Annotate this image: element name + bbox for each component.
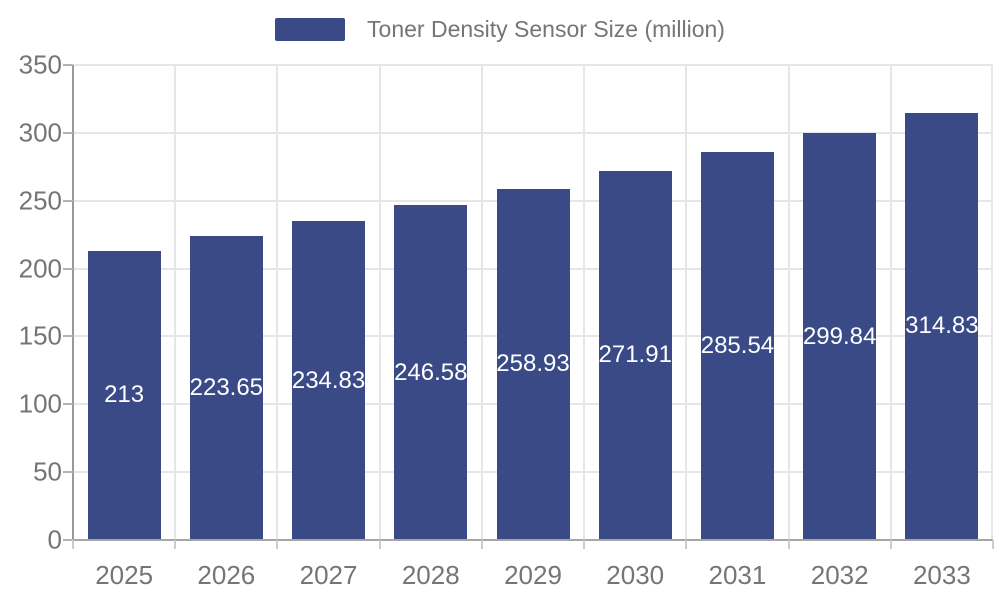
bar-2026[interactable]: [189, 236, 263, 540]
y-tick-mark: [63, 471, 73, 474]
bar-2030[interactable]: [598, 170, 672, 540]
y-tick-label: 250: [18, 185, 62, 216]
y-axis-line: [72, 65, 74, 549]
bar-value-label: 314.83: [905, 312, 979, 340]
y-tick-mark: [63, 267, 73, 270]
y-tick-label: 300: [18, 117, 62, 148]
bar-2033[interactable]: [905, 112, 979, 540]
y-tick-label: 150: [18, 320, 62, 351]
legend-swatch: [275, 18, 346, 41]
x-tick-mark: [685, 540, 687, 549]
y-tick-label: 350: [18, 49, 62, 80]
v-gridline: [685, 65, 687, 540]
x-tick-mark: [890, 540, 892, 549]
v-gridline: [788, 65, 790, 540]
x-tick-mark: [992, 540, 994, 549]
y-tick-mark: [63, 199, 73, 202]
plot-area: 213 223.65 234.83 246.58 258.93 271.91 285.54 2…: [73, 64, 993, 540]
bar-2028[interactable]: [394, 205, 468, 540]
x-tick-label: 2031: [708, 560, 767, 590]
x-tick-mark: [72, 540, 74, 549]
y-tick-mark: [63, 131, 73, 134]
y-tick-label: 200: [18, 253, 62, 284]
bar-2032[interactable]: [803, 133, 877, 540]
bar-2025[interactable]: [87, 250, 161, 540]
v-gridline: [583, 65, 585, 540]
x-tick-mark: [583, 540, 585, 549]
bar-value-label: 285.54: [700, 332, 775, 360]
x-tick-label: 2027: [299, 560, 358, 590]
x-tick-label: 2030: [606, 560, 665, 590]
bar-value-label: 258.93: [496, 350, 570, 378]
x-tick-mark: [788, 540, 790, 549]
v-gridline: [890, 65, 892, 540]
h-gridline: [73, 64, 993, 66]
x-axis-line: [73, 539, 993, 541]
y-tick-label: 50: [33, 456, 62, 487]
y-tick-label: 100: [18, 388, 62, 419]
bar-2027[interactable]: [292, 221, 366, 540]
y-tick-mark: [63, 539, 73, 541]
bar-value-label: 213: [104, 381, 145, 409]
x-tick-label: 2026: [197, 560, 256, 590]
y-tick-mark: [63, 335, 73, 338]
x-tick-mark: [174, 540, 176, 549]
v-gridline: [174, 65, 176, 540]
x-tick-label: 2025: [95, 560, 154, 590]
v-gridline: [276, 65, 278, 540]
h-gridline: [73, 131, 993, 134]
bar-value-label: 223.65: [189, 374, 264, 402]
y-tick-mark: [63, 64, 73, 66]
bar-2029[interactable]: [496, 188, 570, 540]
x-tick-label: 2033: [912, 560, 971, 590]
v-gridline: [991, 65, 993, 540]
bar-value-label: 246.58: [394, 358, 468, 386]
v-gridline: [379, 65, 381, 540]
bar-2031[interactable]: [700, 152, 774, 540]
legend-label: Toner Density Sensor Size (million): [367, 16, 725, 42]
x-tick-label: 2029: [504, 560, 562, 590]
v-gridline: [481, 65, 483, 540]
x-tick-mark: [379, 540, 381, 549]
x-tick-mark: [481, 540, 483, 549]
legend[interactable]: Toner Density Sensor Size (million): [0, 16, 1000, 43]
bar-value-label: 271.91: [598, 341, 672, 369]
x-tick-label: 2028: [401, 560, 460, 590]
y-tick-mark: [63, 403, 73, 406]
y-tick-label: 0: [47, 524, 62, 555]
x-tick-mark: [276, 540, 278, 549]
x-tick-label: 2032: [810, 560, 869, 590]
bar-value-label: 299.84: [802, 322, 877, 350]
bar-value-label: 234.83: [291, 366, 366, 394]
